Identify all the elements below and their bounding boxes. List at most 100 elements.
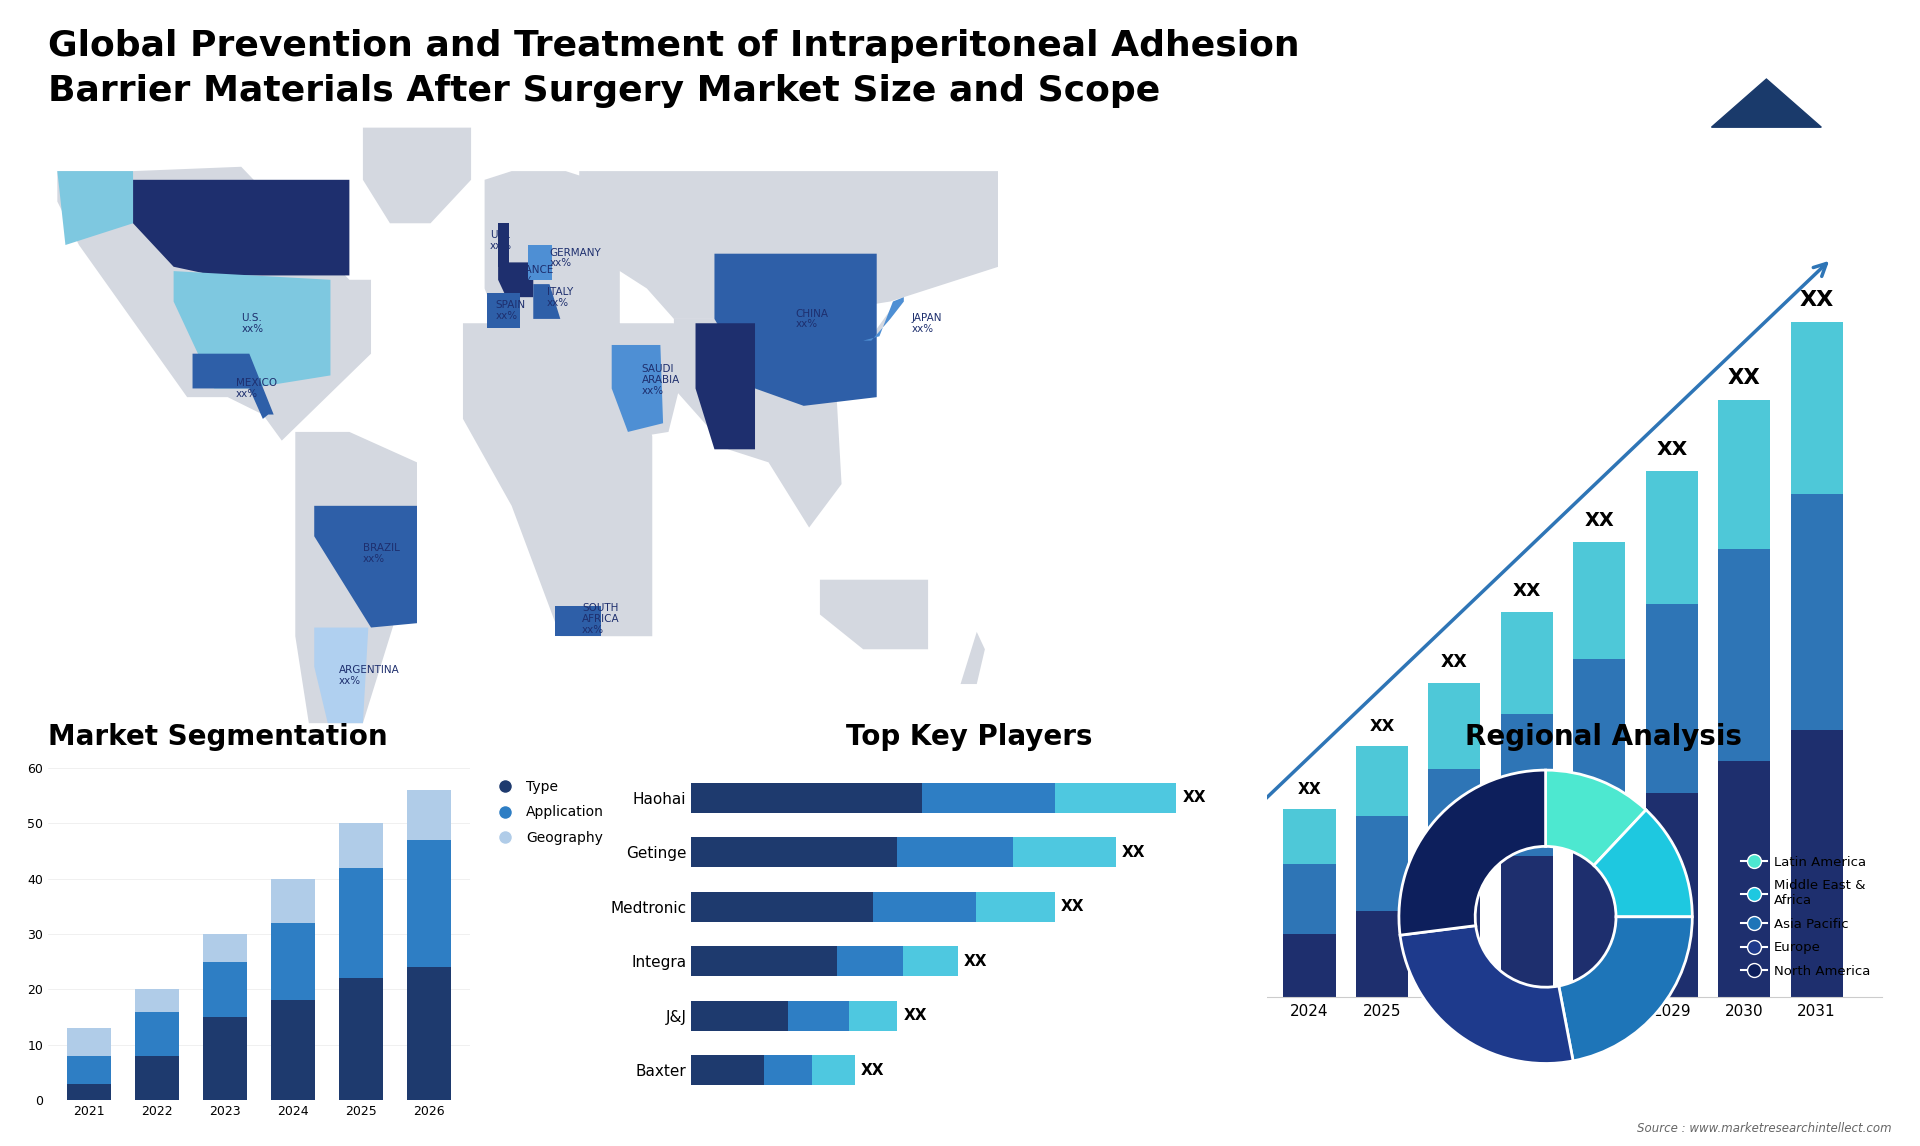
Bar — [691, 947, 837, 976]
Bar — [340, 823, 384, 868]
Polygon shape — [463, 319, 653, 636]
Text: XX: XX — [1154, 885, 1175, 898]
Bar — [1572, 824, 1626, 997]
Bar — [1572, 659, 1626, 824]
Bar — [975, 892, 1054, 921]
Bar — [1428, 683, 1480, 769]
Bar — [691, 1000, 789, 1030]
Wedge shape — [1559, 917, 1692, 1061]
Text: XX: XX — [964, 953, 987, 968]
Text: BRAZIL
xx%: BRAZIL xx% — [363, 543, 399, 564]
Polygon shape — [864, 297, 904, 345]
Bar — [897, 838, 1012, 868]
Bar — [67, 1055, 111, 1084]
Polygon shape — [58, 167, 371, 440]
Polygon shape — [580, 323, 680, 437]
Text: ITALY
xx%: ITALY xx% — [547, 286, 572, 307]
Text: Source : www.marketresearchintellect.com: Source : www.marketresearchintellect.com — [1636, 1122, 1891, 1135]
Wedge shape — [1400, 926, 1572, 1063]
Bar — [1501, 612, 1553, 714]
Bar — [134, 989, 179, 1012]
Text: XX: XX — [904, 1008, 927, 1023]
Bar — [1066, 934, 1117, 958]
Bar — [1428, 769, 1480, 887]
Text: XX: XX — [1225, 846, 1248, 860]
Bar — [340, 979, 384, 1100]
Polygon shape — [580, 171, 998, 319]
Polygon shape — [497, 223, 509, 231]
Bar — [1718, 400, 1770, 549]
Bar — [271, 879, 315, 923]
Bar — [1054, 783, 1177, 813]
Text: XX: XX — [1369, 719, 1394, 733]
Legend: Latin America, Middle East &
Africa, Asia Pacific, Europe, North America: Latin America, Middle East & Africa, Asi… — [1736, 850, 1876, 983]
Polygon shape — [315, 628, 369, 723]
Polygon shape — [714, 253, 877, 406]
Wedge shape — [1594, 810, 1692, 917]
Text: Top Key Players: Top Key Players — [847, 723, 1092, 751]
Text: XX: XX — [1728, 369, 1761, 388]
Text: ARGENTINA
xx%: ARGENTINA xx% — [338, 665, 399, 685]
Bar — [1283, 934, 1336, 997]
Bar — [1718, 761, 1770, 997]
Bar — [1283, 809, 1336, 864]
Bar — [1501, 856, 1553, 997]
Bar — [1645, 793, 1697, 997]
Bar — [407, 840, 451, 967]
Polygon shape — [363, 127, 470, 223]
Bar — [922, 783, 1054, 813]
Bar — [1139, 973, 1190, 997]
Text: Regional Analysis: Regional Analysis — [1465, 723, 1741, 751]
Bar — [849, 1000, 897, 1030]
Bar — [764, 1055, 812, 1085]
Text: SPAIN
xx%: SPAIN xx% — [495, 300, 526, 321]
Wedge shape — [1546, 770, 1645, 865]
Bar — [691, 892, 874, 921]
Bar — [1791, 494, 1843, 730]
Bar — [904, 947, 958, 976]
Text: Market Segmentation: Market Segmentation — [48, 723, 388, 751]
Bar — [837, 947, 904, 976]
Text: Barrier Materials After Surgery Market Size and Scope: Barrier Materials After Surgery Market S… — [48, 74, 1160, 109]
Polygon shape — [58, 171, 132, 245]
Bar — [407, 967, 451, 1100]
Text: CANADA
xx%: CANADA xx% — [242, 213, 286, 234]
Polygon shape — [488, 293, 520, 328]
Bar — [340, 868, 384, 979]
Bar — [204, 934, 248, 961]
Bar — [1212, 958, 1263, 997]
Bar — [1356, 746, 1407, 816]
Text: MEXICO
xx%: MEXICO xx% — [236, 378, 276, 399]
Bar — [134, 1012, 179, 1055]
Text: XX: XX — [1442, 653, 1467, 672]
Text: XX: XX — [1081, 909, 1102, 923]
Bar — [1356, 911, 1407, 997]
Bar — [812, 1055, 854, 1085]
Text: SOUTH
AFRICA
xx%: SOUTH AFRICA xx% — [582, 603, 620, 635]
Bar — [1791, 322, 1843, 494]
Bar — [271, 923, 315, 1000]
Bar — [1139, 942, 1190, 973]
Polygon shape — [555, 606, 601, 636]
Text: XX: XX — [1062, 900, 1085, 915]
Text: XX: XX — [1183, 791, 1206, 806]
Bar — [67, 1084, 111, 1100]
Polygon shape — [296, 432, 417, 723]
Bar — [874, 892, 975, 921]
Bar — [1428, 887, 1480, 997]
Bar — [204, 961, 248, 1018]
Text: XX: XX — [860, 1062, 885, 1077]
Polygon shape — [528, 245, 553, 280]
Bar — [1283, 864, 1336, 934]
Text: MARKET
RESEARCH
INTELLECT: MARKET RESEARCH INTELLECT — [1745, 134, 1788, 154]
Bar — [1791, 730, 1843, 997]
Polygon shape — [534, 284, 561, 319]
Text: XX: XX — [1657, 440, 1688, 460]
Bar — [691, 838, 897, 868]
Polygon shape — [315, 505, 417, 628]
Bar — [691, 783, 922, 813]
Bar — [67, 1028, 111, 1055]
Wedge shape — [1400, 770, 1546, 935]
Polygon shape — [960, 631, 985, 684]
Polygon shape — [526, 171, 588, 236]
